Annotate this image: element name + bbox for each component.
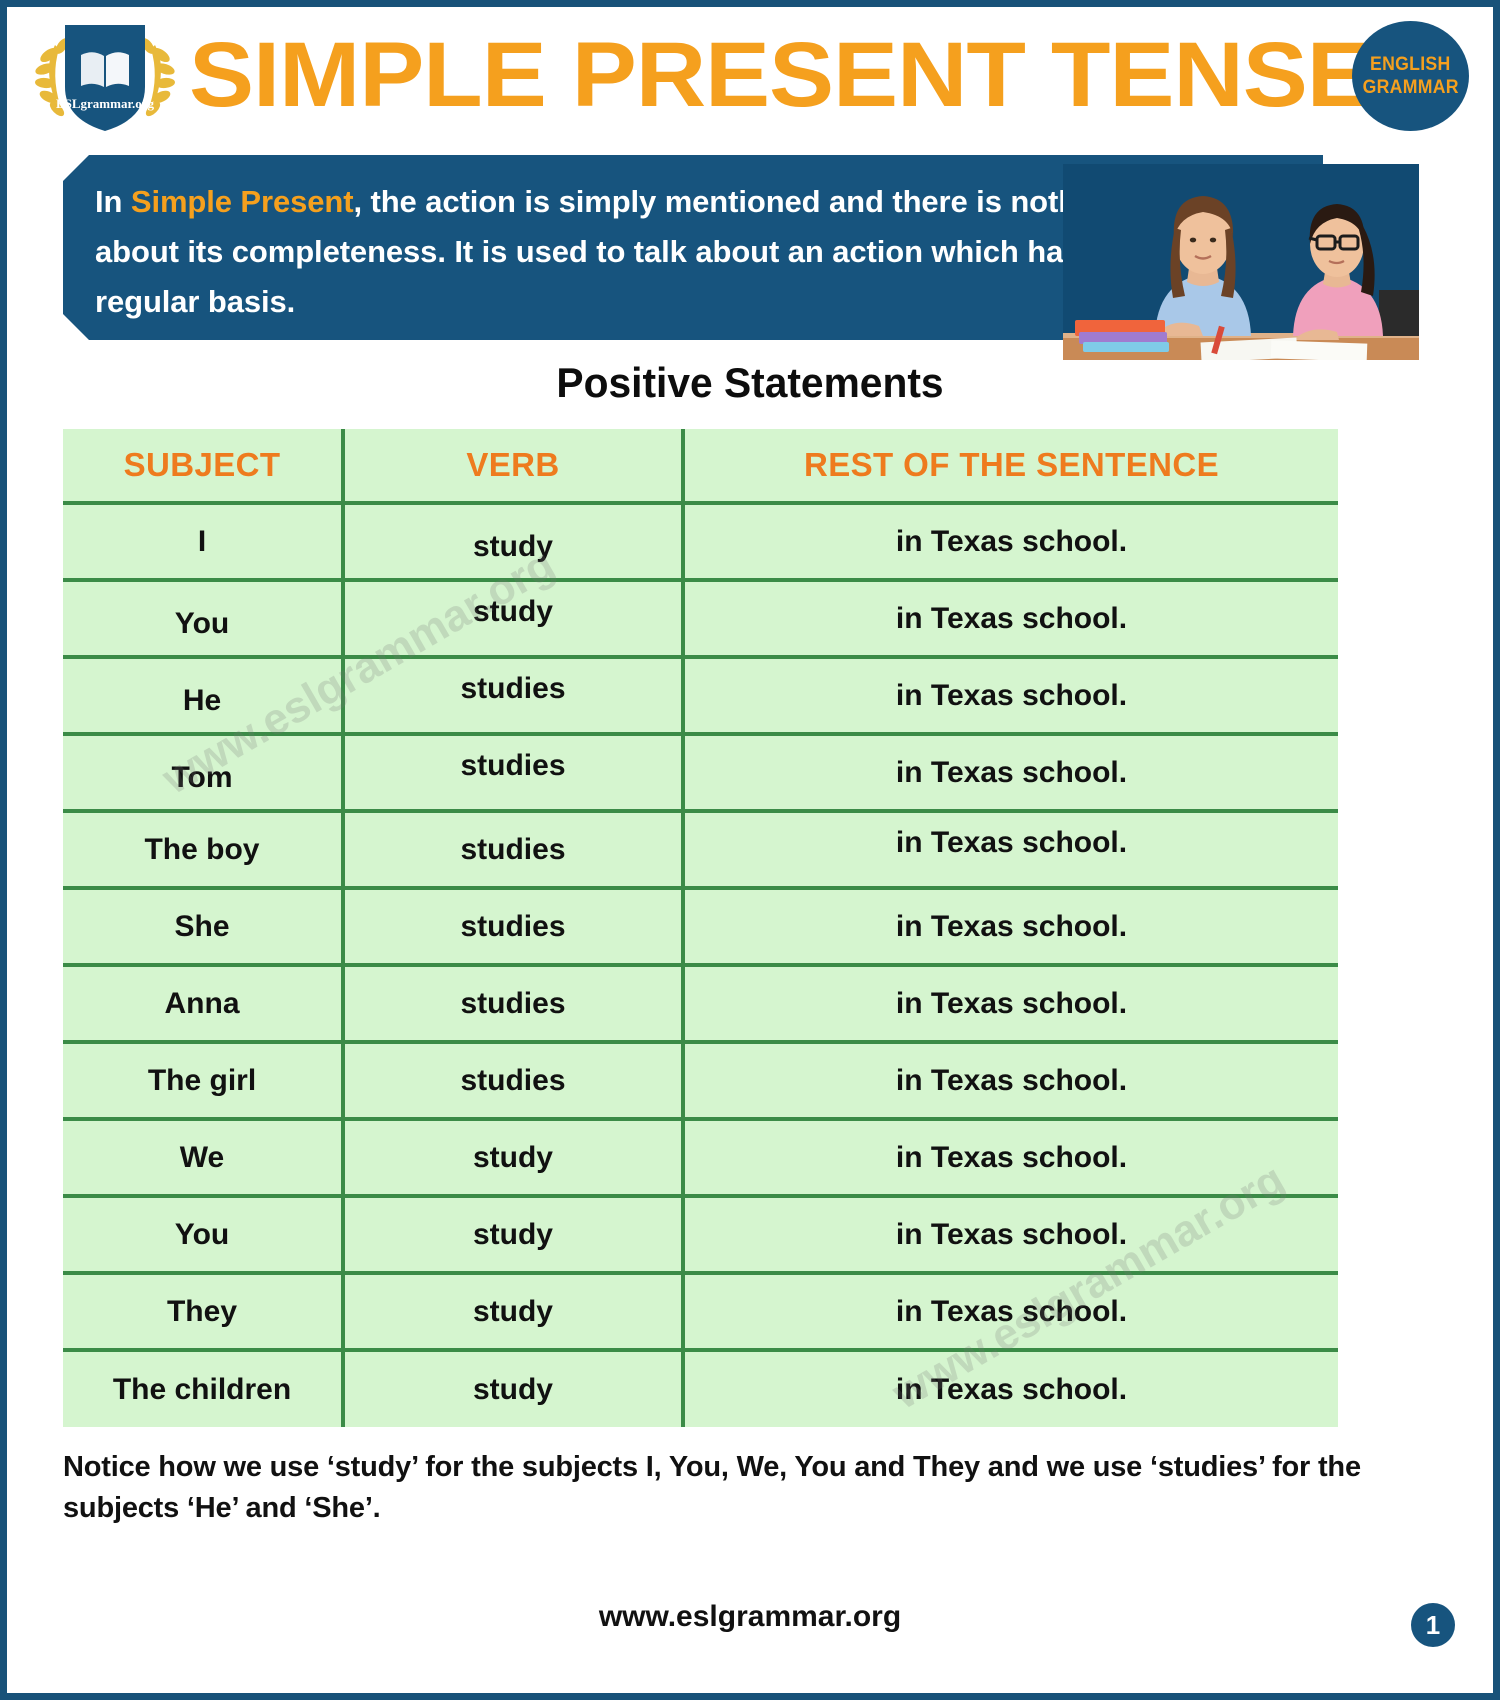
table-row: She studies in Texas school. (63, 888, 1338, 967)
cell-rest: in Texas school. (683, 965, 1338, 1044)
cell-verb: studies (343, 734, 685, 813)
cell-subject: You (63, 580, 345, 659)
section-title: Positive Statements (556, 359, 944, 406)
cell-verb: study (343, 503, 685, 582)
cell-verb: studies (343, 657, 685, 736)
table-row: Anna studies in Texas school. (63, 965, 1338, 1044)
cell-subject: I (63, 503, 345, 582)
positive-statements-table: SUBJECT VERB REST OF THE SENTENCE I stud… (63, 429, 1338, 1427)
cell-subject-text: Tom (171, 760, 233, 794)
cell-rest: in Texas school. (683, 811, 1338, 890)
cell-verb: studies (343, 965, 685, 1044)
cell-subject: They (63, 1273, 345, 1352)
cell-rest: in Texas school. (683, 1042, 1338, 1121)
column-header-rest: REST OF THE SENTENCE (683, 429, 1338, 505)
eslgrammar-logo: ESLgrammar.org (29, 15, 181, 133)
table-header-row: SUBJECT VERB REST OF THE SENTENCE (63, 429, 1338, 505)
cell-rest: in Texas school. (683, 1273, 1338, 1352)
cell-verb: studies (343, 811, 685, 890)
cell-subject-text: He (182, 683, 222, 717)
badge-line-2: GRAMMAR (1362, 77, 1459, 98)
table-row: The boy studies in Texas school. (63, 811, 1338, 890)
cell-subject: Tom (63, 734, 345, 813)
cell-subject: The girl (63, 1042, 345, 1121)
cell-subject: The children (63, 1350, 345, 1427)
cell-rest: in Texas school. (683, 1119, 1338, 1198)
cell-rest: in Texas school. (683, 734, 1338, 813)
table-row: The children study in Texas school. (63, 1350, 1338, 1427)
cell-verb: study (343, 580, 685, 659)
cell-subject: You (63, 1196, 345, 1275)
column-header-subject: SUBJECT (63, 429, 345, 505)
description-highlight: Simple Present (130, 184, 354, 219)
cell-rest-text: in Texas school. (895, 825, 1128, 859)
cell-verb: studies (343, 1042, 685, 1121)
table-row: You study in Texas school. (63, 580, 1338, 659)
cell-rest: in Texas school. (683, 580, 1338, 659)
cell-subject: She (63, 888, 345, 967)
cell-verb: study (343, 1196, 685, 1275)
table-row: The girl studies in Texas school. (63, 1042, 1338, 1121)
cell-verb-text: studies (460, 671, 566, 705)
page-title: SIMPLE PRESENT TENSE (189, 23, 1372, 126)
cell-verb-text: study (472, 529, 553, 563)
table-row: You study in Texas school. (63, 1196, 1338, 1275)
page-number-badge: 1 (1411, 1603, 1455, 1647)
badge-line-1: ENGLISH (1370, 54, 1451, 75)
table-row: He studies in Texas school. (63, 657, 1338, 736)
logo-text: ESLgrammar.org (56, 96, 155, 111)
description-banner: In Simple Present, the action is simply … (63, 155, 1419, 360)
description-prefix: In (95, 184, 131, 219)
notice-text: Notice how we use ‘study’ for the subjec… (63, 1451, 1361, 1525)
cell-subject: The boy (63, 811, 345, 890)
cell-verb: study (343, 1273, 685, 1352)
cell-verb-text: studies (460, 748, 566, 782)
table-row: Tom studies in Texas school. (63, 734, 1338, 813)
column-header-verb: VERB (343, 429, 685, 505)
cell-rest: in Texas school. (683, 1196, 1338, 1275)
cell-subject: We (63, 1119, 345, 1198)
table-body: I study in Texas school. You study in Te… (63, 503, 1338, 1427)
english-grammar-badge: ENGLISH GRAMMAR (1352, 21, 1469, 131)
cell-subject-text: You (174, 606, 230, 640)
cell-rest: in Texas school. (683, 657, 1338, 736)
table-row: We study in Texas school. (63, 1119, 1338, 1198)
cell-subject: He (63, 657, 345, 736)
footer-url[interactable]: www.eslgrammar.org (598, 1600, 902, 1633)
table-row: They study in Texas school. (63, 1273, 1338, 1352)
cell-rest: in Texas school. (683, 888, 1338, 967)
table-row: I study in Texas school. (63, 503, 1338, 582)
cell-verb: study (343, 1119, 685, 1198)
cell-subject: Anna (63, 965, 345, 1044)
description-text: In Simple Present, the action is simply … (95, 177, 1289, 328)
cell-rest: in Texas school. (683, 1350, 1338, 1427)
cell-verb: studies (343, 888, 685, 967)
cell-rest: in Texas school. (683, 503, 1338, 582)
students-studying-photo (1063, 164, 1419, 360)
positive-statements-table-wrap: SUBJECT VERB REST OF THE SENTENCE I stud… (63, 429, 1338, 1427)
header: ESLgrammar.org SIMPLE PRESENT TENSE ENGL… (7, 7, 1493, 139)
cell-verb-text: study (472, 594, 553, 628)
cell-verb: study (343, 1350, 685, 1427)
